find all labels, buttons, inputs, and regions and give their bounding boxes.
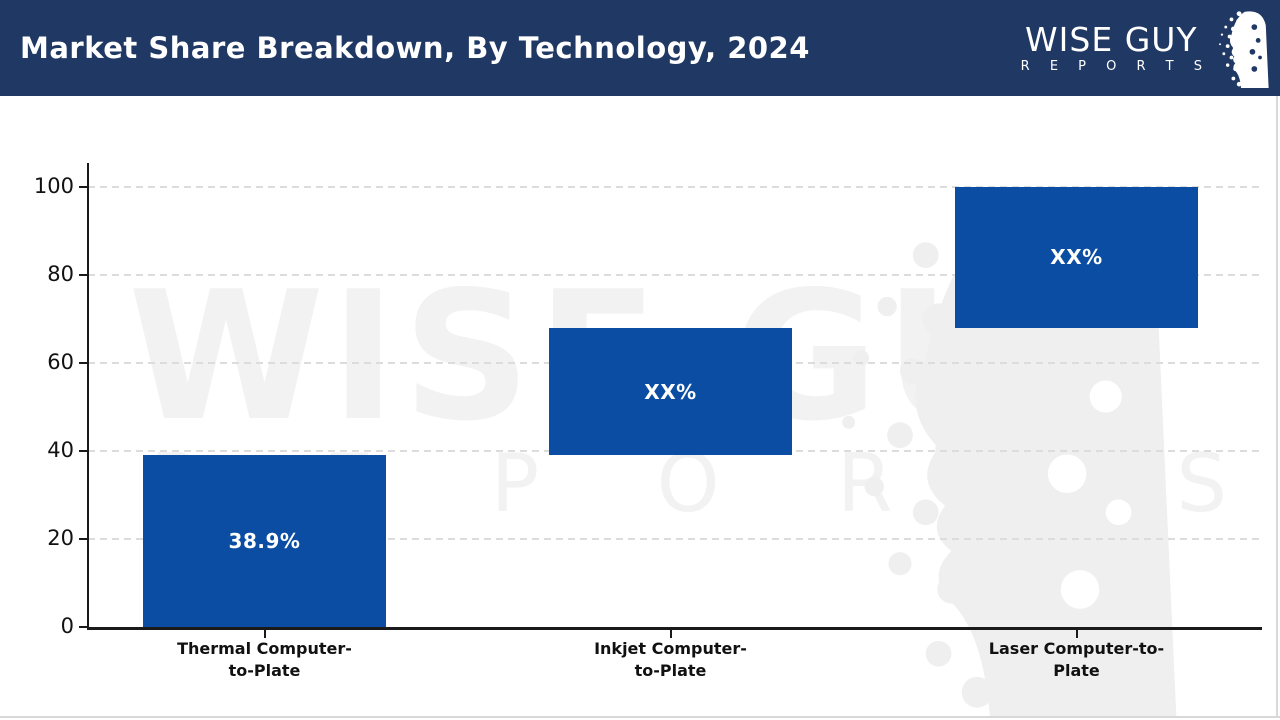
brand-name: WISE GUY	[1025, 20, 1198, 59]
y-tick-mark	[79, 450, 87, 452]
bar-value-label: XX%	[644, 379, 697, 404]
y-tick-label: 40	[47, 438, 74, 462]
figure-right-border	[1276, 96, 1278, 718]
x-category-label: Inkjet Computer-to-Plate	[594, 639, 747, 680]
y-tick-label: 100	[33, 174, 74, 198]
x-category-label: Laser Computer-to- Plate	[988, 639, 1165, 680]
bar-segment: XX%	[955, 187, 1198, 328]
brand-subname: R E P O R T S	[1020, 59, 1210, 74]
bar-segment: 38.9%	[143, 455, 386, 627]
gridline-y-80	[88, 274, 1262, 276]
y-tick-mark	[79, 538, 87, 540]
bar-segment: XX%	[549, 327, 792, 456]
y-tick-label: 20	[47, 526, 74, 550]
x-category-label: Thermal Computer-to-Plate	[177, 639, 352, 680]
y-tick-label: 80	[47, 262, 74, 286]
header-band: Market Share Breakdown, By Technology, 2…	[0, 0, 1280, 96]
x-axis-line	[87, 627, 1262, 630]
brand-dotted-face-icon	[1219, 11, 1269, 88]
figure-bottom-border	[0, 716, 1280, 718]
x-tick-mark	[1075, 630, 1078, 638]
x-tick-mark	[263, 630, 266, 638]
y-tick-mark	[79, 274, 87, 276]
y-tick-label: 0	[60, 614, 74, 638]
x-tick-mark	[669, 630, 672, 638]
y-tick-mark	[79, 186, 87, 188]
chart-title: Market Share Breakdown, By Technology, 2…	[20, 31, 810, 65]
y-tick-label: 60	[47, 350, 74, 374]
gridline-y-100	[88, 186, 1262, 188]
y-tick-mark	[79, 362, 87, 364]
y-tick-mark	[79, 626, 87, 628]
bar-value-label: XX%	[1050, 245, 1103, 270]
bar-value-label: 38.9%	[228, 529, 301, 554]
gridline-y-20	[88, 538, 1262, 540]
brand-logo: WISE GUY R E P O R T S	[1013, 0, 1270, 96]
y-axis-line	[87, 163, 89, 630]
